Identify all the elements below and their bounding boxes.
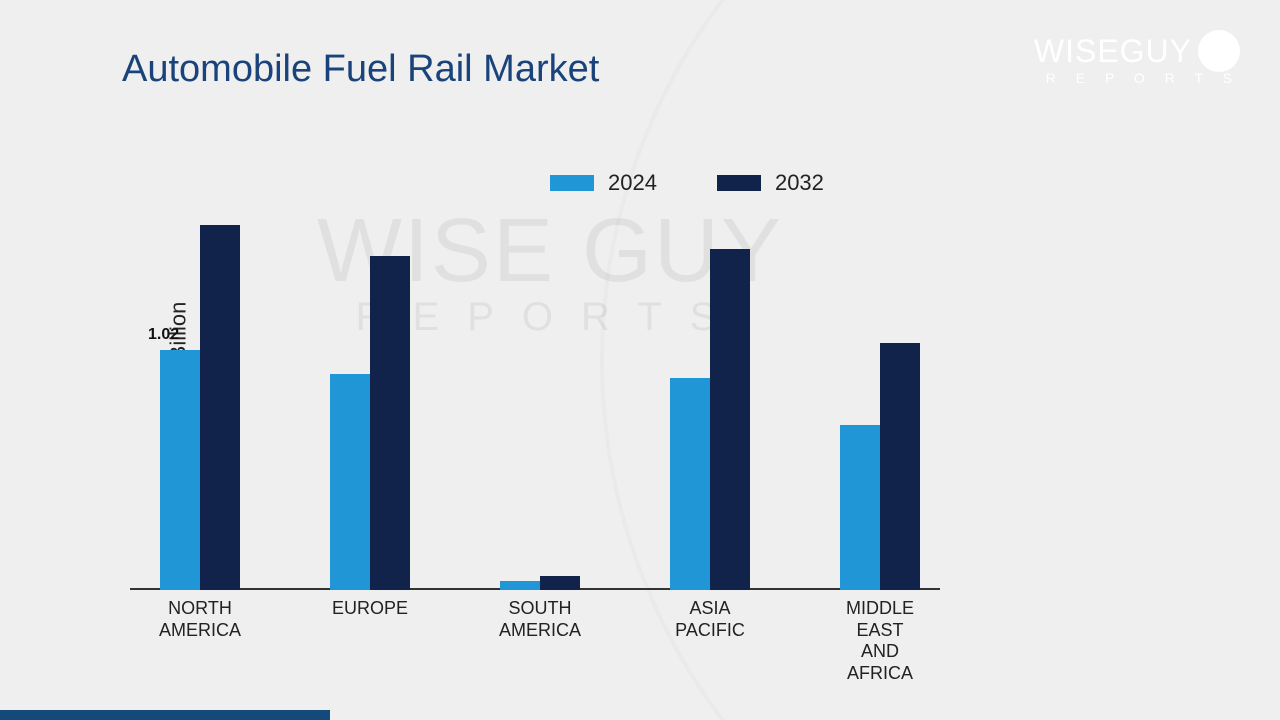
x-axis-label: ASIAPACIFIC — [630, 598, 790, 641]
bar-2032 — [200, 225, 240, 590]
x-axis-label: MIDDLEEASTANDAFRICA — [800, 598, 960, 684]
right-band — [960, 0, 1280, 720]
bar-2024 — [670, 378, 710, 590]
bar-2024 — [840, 425, 880, 590]
bar-group — [670, 249, 750, 590]
footer-bar — [0, 710, 330, 720]
bar-group — [330, 256, 410, 590]
bar-2032 — [880, 343, 920, 590]
x-axis-label: SOUTHAMERICA — [460, 598, 620, 641]
bar-2032 — [540, 576, 580, 590]
bar-2024 — [160, 350, 200, 590]
bar-2032 — [370, 256, 410, 590]
brand-logo-top: WISEGUY — [1034, 30, 1240, 72]
bar-group — [160, 225, 240, 590]
chart-area: 2024 2032 Market Size in USD Billion 1.0… — [60, 170, 960, 690]
bar-2024 — [330, 374, 370, 590]
legend-swatch-2032 — [717, 175, 761, 191]
legend-swatch-2024 — [550, 175, 594, 191]
x-axis-label: EUROPE — [290, 598, 450, 620]
plot-area: 1.02 NORTHAMERICAEUROPESOUTHAMERICAASIAP… — [130, 190, 940, 590]
brand-logo-text: WISEGUY — [1034, 33, 1192, 70]
bar-group — [840, 343, 920, 590]
brand-head-icon — [1198, 30, 1240, 72]
brand-logo: WISEGUY R E P O R T S — [1034, 30, 1240, 86]
bar-2024 — [500, 581, 540, 590]
chart-title: Automobile Fuel Rail Market — [122, 48, 599, 91]
brand-logo-sub: R E P O R T S — [1034, 70, 1240, 86]
bar-value-label: 1.02 — [148, 326, 179, 344]
x-axis-label: NORTHAMERICA — [120, 598, 280, 641]
bar-2032 — [710, 249, 750, 590]
page-root: WISEGUY R E P O R T S Automobile Fuel Ra… — [0, 0, 1280, 720]
bar-group — [500, 576, 580, 590]
